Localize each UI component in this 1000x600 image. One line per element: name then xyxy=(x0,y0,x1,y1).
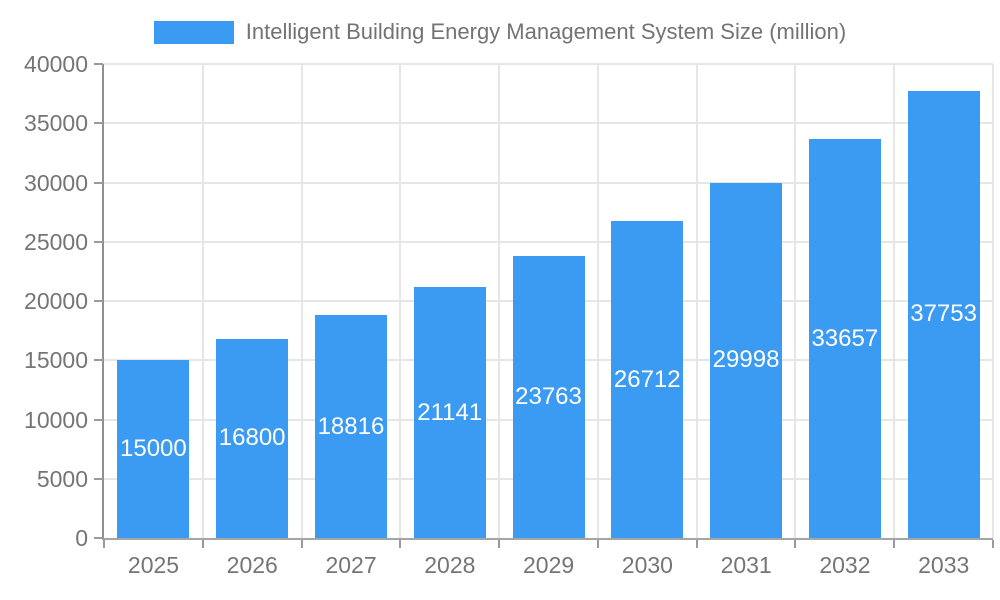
bar-value-label: 18816 xyxy=(317,412,385,440)
y-axis-tick xyxy=(94,240,103,243)
y-axis-label: 25000 xyxy=(24,228,88,255)
x-axis-tick xyxy=(300,540,303,548)
y-axis-tick xyxy=(94,300,103,302)
y-axis-tick xyxy=(94,537,103,539)
bar-value-label: 16800 xyxy=(218,424,286,452)
x-gridline xyxy=(992,64,994,538)
y-gridline xyxy=(104,63,993,65)
x-axis-label: 2029 xyxy=(523,552,575,578)
x-axis-tick xyxy=(893,540,896,548)
y-axis-label: 10000 xyxy=(24,406,88,433)
bar-value-label: 26712 xyxy=(613,365,681,393)
y-axis-tick xyxy=(94,181,103,184)
bar-value-label: 37753 xyxy=(910,300,977,328)
x-axis-label: 2028 xyxy=(424,552,476,578)
x-axis-label: 2026 xyxy=(226,552,278,578)
y-axis-label: 15000 xyxy=(24,347,88,374)
x-gridline xyxy=(498,64,501,538)
x-gridline xyxy=(893,64,896,538)
y-gridline xyxy=(104,181,993,184)
y-axis-tick xyxy=(94,63,103,65)
bar-2030: 26712 xyxy=(611,221,684,538)
y-axis-label: 35000 xyxy=(24,110,88,137)
x-axis-tick xyxy=(498,540,501,548)
x-axis-label: 2033 xyxy=(918,552,970,578)
x-axis-tick xyxy=(201,540,204,548)
bar-value-label: 33657 xyxy=(811,324,879,352)
bar-2026: 16800 xyxy=(216,338,289,538)
x-gridline xyxy=(695,64,698,538)
bar-2025: 15000 xyxy=(117,360,190,538)
bar-value-label: 29998 xyxy=(712,346,780,374)
bar-2033: 37753 xyxy=(907,90,980,538)
x-axis-label: 2032 xyxy=(819,552,871,578)
x-gridline xyxy=(300,64,303,538)
bar-2032: 33657 xyxy=(808,139,881,538)
y-axis-tick xyxy=(94,477,103,480)
y-axis-tick xyxy=(94,122,103,125)
x-gridline xyxy=(201,64,204,538)
bar-value-label: 21141 xyxy=(417,398,483,426)
bar-value-label: 23763 xyxy=(515,383,582,411)
x-axis-label: 2027 xyxy=(325,552,377,578)
bar-2027: 18816 xyxy=(314,315,387,538)
legend-label: Intelligent Building Energy Management S… xyxy=(245,19,847,44)
bar-2028: 21141 xyxy=(413,287,486,538)
y-axis-tick xyxy=(94,418,103,421)
bar-2029: 23763 xyxy=(512,256,585,538)
x-gridline xyxy=(794,64,797,538)
y-axis-tick xyxy=(94,359,103,362)
bar-2031: 29998 xyxy=(710,182,783,538)
y-axis-label: 5000 xyxy=(36,465,88,492)
y-axis-label: 30000 xyxy=(24,169,88,196)
x-axis-tick xyxy=(596,540,599,548)
y-axis-label: 20000 xyxy=(24,288,88,314)
x-gridline xyxy=(399,64,402,538)
y-gridline xyxy=(104,122,993,125)
plot-area: 0 5000 10000 15000 20000 25000 30000 35000 40000… xyxy=(24,51,994,578)
x-axis-tick xyxy=(103,540,105,548)
x-axis-tick xyxy=(399,540,402,548)
x-axis-label: 2030 xyxy=(621,552,673,578)
x-axis-tick xyxy=(695,540,698,548)
y-gridline xyxy=(104,240,993,243)
x-axis-label: 2031 xyxy=(720,552,772,578)
y-axis-label: 40000 xyxy=(24,51,88,77)
y-axis-label: 0 xyxy=(75,525,88,551)
x-axis-label: 2025 xyxy=(127,552,180,578)
bar-value-label: 15000 xyxy=(120,435,187,463)
x-axis-tick xyxy=(992,540,994,548)
x-gridline xyxy=(596,64,599,538)
legend-swatch-icon xyxy=(153,20,234,44)
x-axis-tick xyxy=(794,540,797,548)
legend-item[interactable]: Intelligent Building Energy Management S… xyxy=(0,14,1000,50)
